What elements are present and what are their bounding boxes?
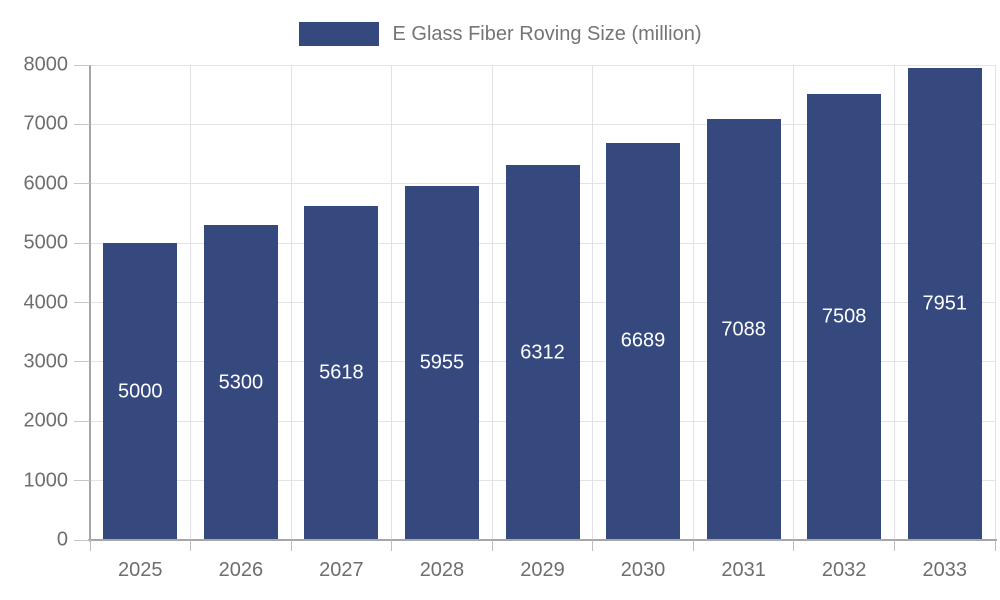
- y-axis-tick: [74, 64, 90, 66]
- y-axis-label: 3000: [23, 350, 69, 373]
- y-axis-label: 0: [56, 528, 68, 551]
- bar-value-label: 6689: [620, 329, 666, 352]
- bar-value-label: 7508: [821, 305, 867, 328]
- x-axis-label: 2026: [218, 559, 264, 581]
- x-axis-tick: [592, 540, 594, 551]
- x-axis-tick: [793, 540, 795, 551]
- bar[interactable]: 5618: [304, 206, 379, 540]
- y-axis-tick: [74, 183, 90, 185]
- x-axis-tick: [190, 540, 192, 551]
- y-axis-label: 1000: [23, 469, 69, 492]
- bar-value-label: 5955: [419, 351, 465, 374]
- bar[interactable]: 7951: [907, 67, 982, 540]
- x-axis-tick: [994, 540, 996, 551]
- y-axis-tick: [74, 242, 90, 244]
- bar[interactable]: 7508: [807, 94, 882, 540]
- bar[interactable]: 7088: [706, 119, 781, 540]
- bar-value-label: 6312: [520, 341, 565, 364]
- gridline-vertical: [290, 65, 292, 540]
- x-axis-tick: [893, 540, 895, 551]
- legend-label: E Glass Fiber Roving Size (million): [392, 23, 702, 45]
- y-axis-label: 7000: [23, 112, 69, 135]
- x-axis-label: 2029: [520, 559, 565, 581]
- y-axis-label: 2000: [23, 409, 69, 432]
- bar-value-label: 7088: [721, 318, 766, 341]
- x-axis-label: 2032: [821, 559, 867, 581]
- y-axis-tick: [74, 420, 90, 422]
- gridline-vertical: [592, 65, 594, 540]
- gridline-vertical: [994, 65, 996, 540]
- bar[interactable]: 6312: [505, 165, 580, 540]
- bar[interactable]: 5300: [203, 225, 278, 540]
- x-axis-tick: [391, 540, 393, 551]
- gridline-vertical: [391, 65, 393, 540]
- y-axis-tick: [74, 539, 90, 541]
- y-axis-label: 6000: [23, 172, 69, 195]
- x-axis-line: [88, 539, 997, 541]
- y-axis-label: 4000: [23, 291, 69, 313]
- legend[interactable]: E Glass Fiber Roving Size (million): [0, 20, 1000, 48]
- bar-value-label: 5000: [118, 380, 163, 403]
- bar-value-label: 7951: [922, 292, 967, 315]
- x-axis-tick: [89, 540, 91, 551]
- x-axis-label: 2033: [922, 559, 967, 581]
- x-axis-tick: [692, 540, 694, 551]
- y-axis-tick: [74, 123, 90, 125]
- legend-swatch-icon: [298, 22, 379, 46]
- y-axis-line: [89, 65, 91, 542]
- bar[interactable]: 6689: [606, 142, 681, 540]
- x-axis-tick: [491, 540, 493, 551]
- gridline-horizontal: [90, 64, 995, 66]
- y-axis-tick: [74, 480, 90, 482]
- gridline-vertical: [692, 65, 694, 540]
- y-axis-label: 5000: [23, 231, 69, 254]
- gridline-vertical: [793, 65, 795, 540]
- bar-value-label: 5300: [218, 371, 264, 394]
- gridline-vertical: [190, 65, 192, 540]
- gridline-horizontal: [90, 123, 995, 125]
- gridline-vertical: [893, 65, 895, 540]
- y-axis-label: 8000: [23, 53, 69, 76]
- gridline-vertical: [491, 65, 493, 540]
- x-axis-label: 2025: [118, 559, 163, 581]
- bar[interactable]: 5000: [103, 243, 178, 540]
- bar[interactable]: 5955: [404, 186, 479, 540]
- x-axis-label: 2028: [419, 559, 465, 581]
- x-axis-label: 2027: [319, 559, 364, 581]
- bar-value-label: 5618: [319, 361, 364, 384]
- x-axis-tick: [290, 540, 292, 551]
- x-axis-label: 2031: [721, 559, 766, 581]
- y-axis-tick: [74, 302, 90, 303]
- x-axis-label: 2030: [620, 559, 666, 581]
- y-axis-tick: [74, 361, 90, 363]
